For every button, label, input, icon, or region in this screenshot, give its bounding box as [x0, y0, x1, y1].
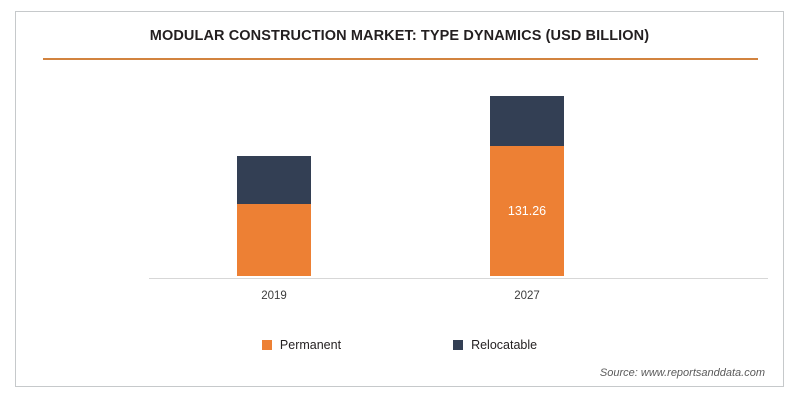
x-axis-line	[149, 278, 768, 279]
title-divider	[43, 58, 758, 60]
x-tick-label-2027: 2027	[514, 290, 540, 302]
bar-value-label-permanent-2027: 131.26	[507, 204, 547, 218]
legend-label-permanent: Permanent	[279, 338, 342, 352]
bar-segment-relocatable-2027[interactable]	[490, 96, 564, 146]
bar-segment-relocatable-2019[interactable]	[237, 156, 311, 204]
bar-column-2019[interactable]	[237, 156, 311, 276]
chart-figure: MODULAR CONSTRUCTION MARKET: TYPE DYNAMI…	[15, 11, 784, 387]
chart-title: MODULAR CONSTRUCTION MARKET: TYPE DYNAMI…	[149, 28, 650, 44]
bar-segment-permanent-2027[interactable]: 131.26	[490, 146, 564, 276]
bar-column-2027[interactable]: 131.26	[490, 96, 564, 276]
source-attribution: Source: www.reportsanddata.com	[599, 367, 765, 379]
x-tick-label-2019: 2019	[261, 290, 287, 302]
legend-item-permanent[interactable]: Permanent	[261, 338, 342, 352]
bar-segment-permanent-2019[interactable]	[237, 204, 311, 276]
legend-label-relocatable: Relocatable	[471, 338, 538, 352]
chart-legend: Permanent Relocatable	[16, 338, 783, 352]
plot-area: 131.26 2019 2027	[16, 12, 783, 386]
legend-swatch-icon-relocatable	[453, 340, 464, 350]
legend-swatch-icon-permanent	[261, 340, 272, 350]
legend-item-relocatable[interactable]: Relocatable	[453, 338, 537, 352]
